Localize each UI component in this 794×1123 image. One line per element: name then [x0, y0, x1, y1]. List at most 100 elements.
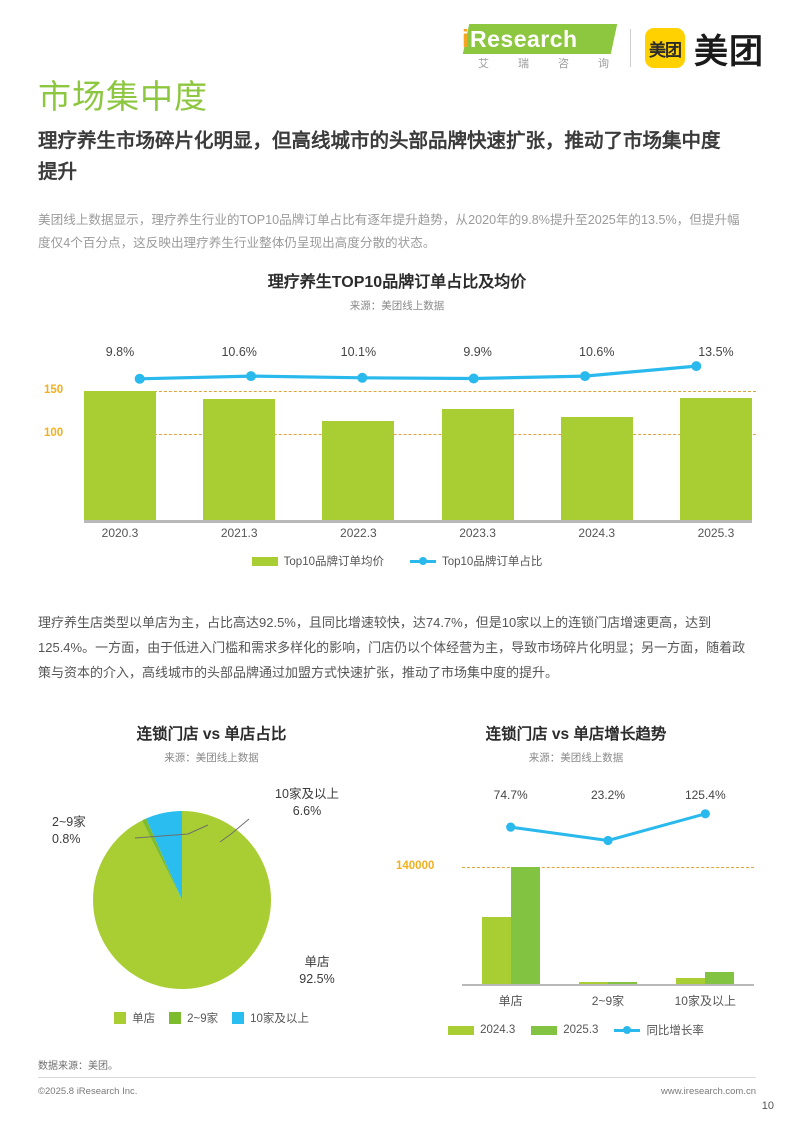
- chart3-bar: [705, 971, 735, 984]
- chart2-legend: 单店 2~9家 10家及以上: [34, 1010, 389, 1026]
- mid-paragraph: 理疗养生店类型以单店为主，占比高达92.5%，且同比增速较快，达74.7%，但是…: [38, 615, 746, 680]
- chart1-line-value-labels: 9.8% 10.6% 10.1% 9.9% 10.6% 13.5%: [84, 345, 752, 359]
- data-source-note: 数据来源：美团。: [38, 1061, 118, 1072]
- chart2-legend-label-single: 单店: [132, 1013, 156, 1025]
- chart2-legend-swatch-2to9: [169, 1012, 182, 1024]
- chart1-bar: [84, 390, 156, 520]
- chart2-callout-single-label: 单店: [304, 955, 330, 969]
- chart1-x-label: 2024.3: [578, 526, 616, 540]
- chart1-legend-line-icon: [410, 557, 436, 566]
- chart2-callout-single-value: 92.5%: [299, 972, 335, 986]
- chart2-legend-item-10plus[interactable]: 10家及以上: [232, 1010, 309, 1026]
- chart3-line-value: 23.2%: [590, 788, 625, 802]
- chart3-line-value-labels: 74.7% 23.2% 125.4%: [462, 788, 754, 802]
- chart2-legend-swatch-single: [114, 1012, 127, 1024]
- iresearch-logo: i Research 艾 瑞 咨 询: [456, 22, 618, 74]
- meituan-logo: 美团 美团: [645, 24, 764, 73]
- chart1-bar: [203, 399, 276, 520]
- chart3-bar: [510, 866, 540, 984]
- chart-top10-brand: 理疗养生TOP10品牌订单占比及均价 来源：美团线上数据 9.8% 10.6% 10…: [38, 268, 756, 578]
- chart1-x-label: 2025.3: [697, 526, 735, 540]
- chart3-line-value: 74.7%: [493, 788, 528, 802]
- chart3-bar: [607, 981, 637, 984]
- chart1-x-labels: 2020.3 2021.3 2022.3 2023.3 2024.3 2025.3: [84, 526, 752, 540]
- chart2-legend-label-2to9: 2~9家: [187, 1013, 219, 1025]
- footer-copyright: ©2025.8 iResearch Inc.: [38, 1086, 138, 1097]
- chart3-legend-swatch-2025: [531, 1025, 558, 1035]
- iresearch-logo-word: Research: [470, 25, 578, 52]
- chart2-source: 来源：美团线上数据: [164, 752, 259, 764]
- chart3-x-label: 10家及以上: [674, 994, 736, 1008]
- chart1-bar: [441, 408, 514, 520]
- chart2-callout-single: 单店 92.5%: [272, 954, 362, 988]
- chart3-ytick-140000: 140000: [396, 859, 435, 872]
- chart-chain-vs-single-share: 连锁门店 vs 单店占比 来源：美团线上数据 10家及以上 6.6% 2~9家 …: [34, 722, 389, 1042]
- chart3-legend-label-2025: 2025.3: [563, 1024, 599, 1036]
- chart3-x-labels: 单店 2~9家 10家及以上: [462, 992, 754, 1009]
- chart2-legend-label-10plus: 10家及以上: [250, 1013, 309, 1025]
- chart3-legend-item-2025[interactable]: 2025.3: [531, 1024, 598, 1036]
- chart1-legend-item-line[interactable]: Top10品牌订单占比: [410, 553, 542, 569]
- iresearch-logo-subtitle: 艾 瑞 咨 询: [478, 55, 610, 71]
- chart3-bar-group: [481, 866, 540, 984]
- chart3-legend-line-icon: [614, 1026, 641, 1035]
- chart2-callout-10plus-label: 10家及以上: [275, 787, 339, 801]
- chart2-callout-10plus: 10家及以上 6.6%: [252, 786, 362, 820]
- chart1-line-value: 9.8%: [105, 345, 135, 359]
- section-title: 市场集中度: [38, 78, 208, 115]
- chart1-line-value: 10.1%: [340, 345, 377, 359]
- chart3-legend-label-2024: 2024.3: [480, 1024, 516, 1036]
- chart3-legend-item-2024[interactable]: 2024.3: [448, 1024, 515, 1036]
- chart1-bar: [322, 420, 395, 520]
- chart3-bar: [481, 916, 511, 984]
- chart3-line-value: 125.4%: [684, 788, 726, 802]
- chart1-x-label: 2022.3: [340, 526, 377, 540]
- chart1-legend-item-bar[interactable]: Top10品牌订单均价: [251, 553, 384, 569]
- chart2-legend-item-2to9[interactable]: 2~9家: [169, 1010, 218, 1026]
- meituan-wordmark: 美团: [694, 32, 764, 71]
- chart3-legend-item-growth[interactable]: 同比增长率: [614, 1022, 704, 1038]
- chart1-x-label: 2020.3: [101, 526, 139, 540]
- chart1-line-value: 9.9%: [463, 345, 492, 359]
- iresearch-sub-char-4: 询: [598, 58, 610, 70]
- chart3-bar: [578, 982, 608, 984]
- chart3-legend-label-growth: 同比增长率: [646, 1025, 704, 1037]
- chart1-bars: [84, 382, 752, 520]
- chart1-plot: 9.8% 10.6% 10.1% 9.9% 10.6% 13.5% 150 100: [38, 323, 756, 523]
- chart1-x-axis: [84, 520, 752, 523]
- chart3-x-label: 单店: [498, 994, 523, 1008]
- chart1-title: 理疗养生TOP10品牌订单占比及均价: [267, 274, 527, 291]
- footer-website[interactable]: www.iresearch.com.cn: [660, 1086, 756, 1097]
- chart1-legend-label-line: Top10品牌订单占比: [442, 556, 543, 568]
- lede-paragraph: 美团线上数据显示，理疗养生行业的TOP10品牌订单占比有逐年提升趋势，从2020…: [38, 213, 740, 250]
- chart1-legend-swatch-bar: [251, 556, 278, 566]
- meituan-badge-icon: 美团: [645, 28, 685, 68]
- chart3-source: 来源：美团线上数据: [528, 752, 624, 764]
- chart2-callout-2to9-label: 2~9家: [52, 815, 86, 829]
- chart1-ytick-150: 150: [44, 383, 64, 396]
- chart-chain-vs-single-growth: 连锁门店 vs 单店增长趋势 来源：美团线上数据 74.7% 23.2% 125.4…: [396, 722, 756, 1042]
- chart1-ytick-100: 100: [44, 426, 64, 439]
- footer-divider: [38, 1077, 756, 1078]
- chart2-legend-item-single[interactable]: 单店: [114, 1010, 155, 1026]
- iresearch-sub-char-3: 咨: [558, 58, 570, 70]
- chart3-bar-group: [676, 971, 735, 984]
- header-divider: [630, 29, 631, 67]
- iresearch-sub-char-1: 艾: [478, 58, 490, 70]
- iresearch-sub-char-2: 瑞: [518, 58, 530, 70]
- chart1-gridline-150: [84, 390, 756, 392]
- chart1-x-label: 2023.3: [459, 526, 496, 540]
- chart2-legend-swatch-10plus: [232, 1012, 245, 1024]
- chart1-bar: [560, 417, 633, 520]
- iresearch-logo-i: i: [462, 25, 469, 53]
- page-header: i Research 艾 瑞 咨 询 美团 美团: [456, 22, 764, 74]
- chart1-source: 来源：美团线上数据: [349, 300, 445, 312]
- chart3-bar-group: [578, 981, 637, 984]
- chart1-line-value: 10.6%: [579, 345, 615, 359]
- chart3-bar-groups: [462, 859, 754, 984]
- chart3-legend-swatch-2024: [448, 1025, 475, 1035]
- chart3-x-axis: [462, 983, 754, 986]
- chart2-callout-2to9-value: 0.8%: [52, 832, 81, 846]
- page-number: 10: [761, 1100, 774, 1112]
